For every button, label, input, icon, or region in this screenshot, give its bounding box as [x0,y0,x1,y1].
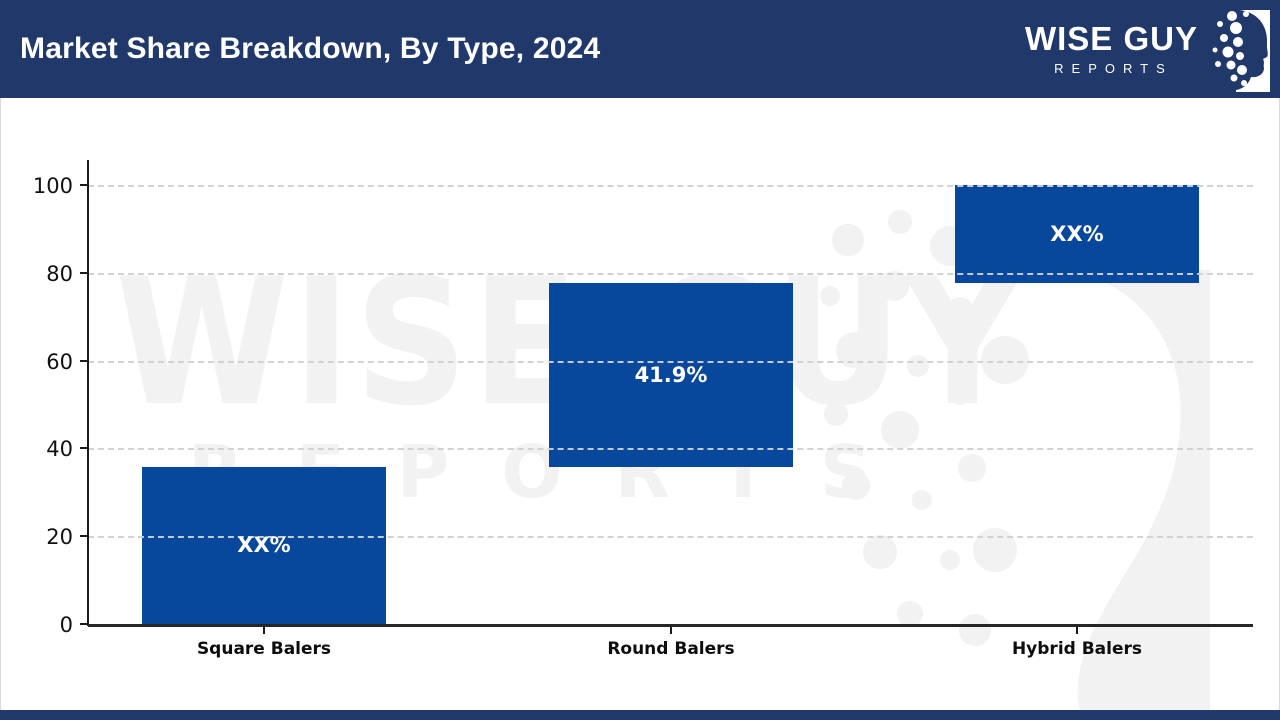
y-tick-label: 100 [32,174,73,198]
bar-segment [142,466,386,624]
x-tick-mark [263,627,265,634]
y-tick-label: 60 [46,349,73,374]
y-tick-mark [80,535,88,538]
footer-bar [0,710,1280,720]
bar-value-label: 41.9% [634,362,708,387]
x-axis-line [88,624,1253,627]
bar-value-label: XX% [1050,221,1104,246]
y-tick-mark [80,447,88,450]
gridline [88,360,1253,363]
brand-logo: WISE GUY REPORTS [1020,6,1270,94]
y-tick-mark [80,271,88,274]
y-tick-label: 80 [46,261,73,286]
gridline [88,536,1253,539]
bar-value-label: XX% [237,533,291,558]
y-axis-line [87,160,89,626]
logo-face-icon [1212,10,1270,92]
chart-title: Market Share Breakdown, By Type, 2024 [20,32,601,65]
x-tick-mark [1076,627,1078,634]
x-tick-mark [670,627,672,634]
x-category-label: Hybrid Balers [1011,639,1143,659]
bar-segment [955,185,1199,283]
y-tick-label: 0 [59,613,73,637]
x-category-label: Square Balers [196,639,332,659]
y-tick-mark [80,184,88,186]
y-tick-mark [80,623,88,625]
gridline [88,448,1253,451]
gridline [88,272,1253,275]
y-tick-mark [80,359,88,362]
header-bar: Market Share Breakdown, By Type, 2024 [0,0,1280,98]
x-category-label: Round Balers [607,639,735,659]
logo-subtitle: REPORTS [1054,61,1173,76]
logo-wordmark: WISE GUY [1024,20,1198,57]
bar-segment [549,282,793,467]
y-tick-label: 20 [46,525,73,550]
gridline [88,185,1253,187]
y-tick-label: 40 [46,437,73,462]
